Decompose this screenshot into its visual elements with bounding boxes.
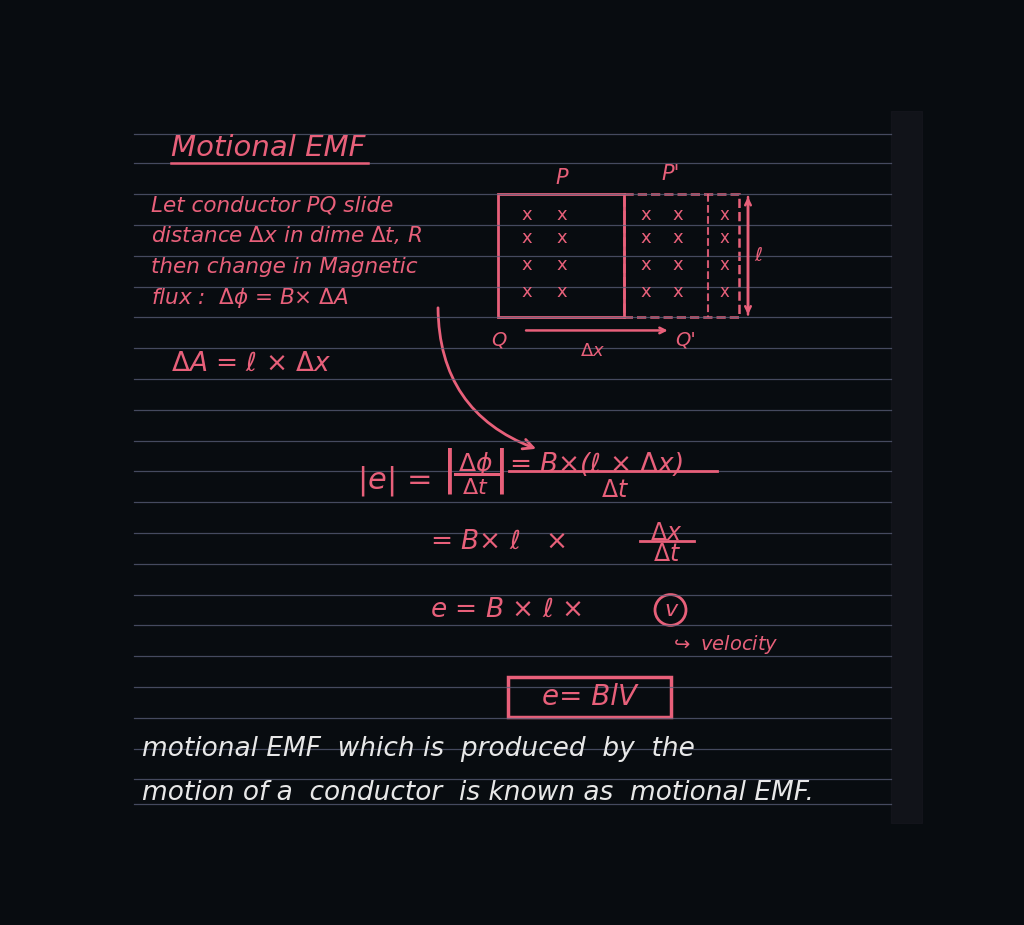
Text: x: x [720, 283, 730, 301]
Text: = B$\times$ $\ell$   $\times$: = B$\times$ $\ell$ $\times$ [430, 529, 566, 555]
Text: x: x [720, 229, 730, 247]
Text: $\Delta x$: $\Delta x$ [581, 342, 605, 360]
Text: motion of a  conductor  is known as  motional EMF.: motion of a conductor is known as motion… [142, 780, 814, 807]
Text: $\Delta\phi$: $\Delta\phi$ [458, 450, 493, 477]
Text: x: x [522, 256, 532, 274]
Text: x: x [673, 283, 684, 301]
Text: x: x [522, 206, 532, 224]
Text: x: x [640, 229, 651, 247]
Text: $\Delta t$: $\Delta t$ [652, 542, 681, 566]
Text: x: x [640, 206, 651, 224]
Text: Motional EMF: Motional EMF [171, 133, 365, 162]
Text: flux :  $\Delta\phi$ = B$\times$ $\Delta$A: flux : $\Delta\phi$ = B$\times$ $\Delta$… [152, 286, 349, 310]
Text: x: x [522, 283, 532, 301]
Text: x: x [720, 206, 730, 224]
Text: x: x [557, 206, 567, 224]
Bar [499, 194, 624, 317]
Text: $\Delta t$: $\Delta t$ [462, 478, 488, 499]
Text: Let conductor PQ slide: Let conductor PQ slide [152, 195, 393, 216]
Text: motional EMF  which is  produced  by  the: motional EMF which is produced by the [142, 736, 695, 762]
FancyArrowPatch shape [438, 308, 534, 449]
Text: v: v [664, 600, 677, 620]
Text: x: x [640, 256, 651, 274]
Text: x: x [673, 229, 684, 247]
Text: |: | [494, 448, 510, 494]
Text: x: x [557, 283, 567, 301]
Text: e = B $\times$ $\ell$ $\times$: e = B $\times$ $\ell$ $\times$ [430, 597, 582, 623]
Text: x: x [720, 256, 730, 274]
Text: $\Delta x$: $\Delta x$ [650, 521, 683, 545]
Text: x: x [640, 283, 651, 301]
Text: distance $\Delta x$ in dime $\Delta t$, R: distance $\Delta x$ in dime $\Delta t$, … [152, 224, 422, 246]
Text: P: P [556, 168, 568, 188]
Text: ℓ: ℓ [755, 246, 762, 265]
Text: x: x [557, 256, 567, 274]
Text: x: x [557, 229, 567, 247]
Text: then change in Magnetic: then change in Magnetic [152, 257, 418, 277]
Text: P': P' [662, 165, 680, 184]
Bar [508, 677, 671, 717]
Text: $\Delta t$: $\Delta t$ [601, 478, 629, 502]
Text: e= BlV: e= BlV [542, 683, 637, 711]
Text: $|e|$ =: $|e|$ = [356, 463, 430, 498]
Text: x: x [673, 256, 684, 274]
Text: $\Delta$A = $\ell$ $\times$ $\Delta x$: $\Delta$A = $\ell$ $\times$ $\Delta x$ [171, 352, 331, 377]
Text: |: | [441, 448, 458, 494]
Bar [624, 194, 738, 317]
Text: x: x [522, 229, 532, 247]
Text: $\hookrightarrow$ velocity: $\hookrightarrow$ velocity [671, 633, 779, 656]
Text: Q: Q [490, 330, 506, 350]
Text: Q': Q' [675, 330, 696, 350]
Text: x: x [673, 206, 684, 224]
Text: = B$\times$($\ell$ $\times$ $\Delta x$): = B$\times$($\ell$ $\times$ $\Delta x$) [509, 450, 683, 477]
